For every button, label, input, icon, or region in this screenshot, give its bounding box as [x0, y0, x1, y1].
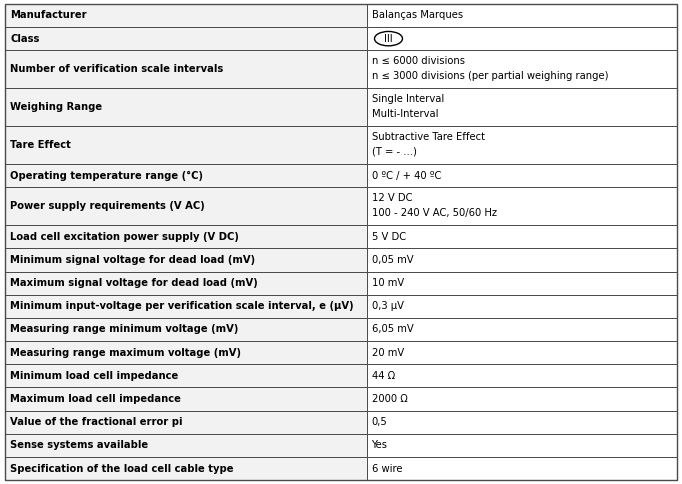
Bar [5, 457, 366, 480]
Text: 0,5: 0,5 [372, 417, 387, 427]
Text: 0 ºC / + 40 ºC: 0 ºC / + 40 ºC [372, 171, 441, 181]
Bar [366, 272, 677, 295]
Text: Minimum load cell impedance: Minimum load cell impedance [10, 371, 179, 381]
Text: 0,05 mV: 0,05 mV [372, 255, 413, 265]
Bar [5, 187, 366, 225]
Bar [5, 50, 366, 88]
Bar [366, 27, 677, 50]
Bar [5, 126, 366, 164]
Text: Operating temperature range (°C): Operating temperature range (°C) [10, 170, 203, 181]
Bar [366, 88, 677, 126]
Text: Number of verification scale intervals: Number of verification scale intervals [10, 64, 224, 74]
Bar [366, 126, 677, 164]
Text: 10 mV: 10 mV [372, 278, 404, 288]
Text: Value of the fractional error pi: Value of the fractional error pi [10, 417, 183, 427]
Text: III: III [384, 34, 393, 44]
Text: Maximum signal voltage for dead load (mV): Maximum signal voltage for dead load (mV… [10, 278, 258, 288]
Bar [5, 295, 366, 318]
Bar [366, 318, 677, 341]
Text: n ≤ 3000 divisions (per partial weighing range): n ≤ 3000 divisions (per partial weighing… [372, 71, 608, 81]
Text: Measuring range minimum voltage (mV): Measuring range minimum voltage (mV) [10, 324, 239, 334]
Bar [5, 164, 366, 187]
Bar [5, 410, 366, 434]
Bar [5, 88, 366, 126]
Bar [5, 364, 366, 387]
Text: (T = - ...): (T = - ...) [372, 147, 417, 157]
Text: 6 wire: 6 wire [372, 464, 402, 473]
Text: 44 Ω: 44 Ω [372, 371, 395, 381]
Bar [366, 457, 677, 480]
Text: Minimum input-voltage per verification scale interval, e (μV): Minimum input-voltage per verification s… [10, 301, 354, 311]
Bar [366, 295, 677, 318]
Bar [366, 225, 677, 248]
Text: Multi-Interval: Multi-Interval [372, 109, 438, 119]
Text: Balanças Marques: Balanças Marques [372, 11, 462, 20]
Text: 100 - 240 V AC, 50/60 Hz: 100 - 240 V AC, 50/60 Hz [372, 208, 496, 218]
Text: Manufacturer: Manufacturer [10, 11, 87, 20]
Text: Tare Effect: Tare Effect [10, 140, 72, 150]
Text: 6,05 mV: 6,05 mV [372, 324, 413, 334]
Bar [366, 164, 677, 187]
Bar [5, 341, 366, 364]
Bar [5, 387, 366, 410]
Text: Subtractive Tare Effect: Subtractive Tare Effect [372, 132, 484, 142]
Text: Minimum signal voltage for dead load (mV): Minimum signal voltage for dead load (mV… [10, 255, 256, 265]
Text: 12 V DC: 12 V DC [372, 193, 412, 203]
Text: 5 V DC: 5 V DC [372, 232, 406, 242]
Bar [366, 410, 677, 434]
Bar [5, 27, 366, 50]
Bar [5, 4, 366, 27]
Bar [5, 248, 366, 272]
Text: Maximum load cell impedance: Maximum load cell impedance [10, 394, 181, 404]
Text: 0,3 μV: 0,3 μV [372, 301, 404, 311]
Text: Weighing Range: Weighing Range [10, 102, 102, 112]
Bar [5, 272, 366, 295]
Bar [366, 4, 677, 27]
Bar [366, 434, 677, 457]
Text: n ≤ 6000 divisions: n ≤ 6000 divisions [372, 56, 464, 66]
Text: Yes: Yes [372, 440, 387, 450]
Text: Class: Class [10, 34, 40, 44]
Text: Load cell excitation power supply (V DC): Load cell excitation power supply (V DC) [10, 232, 239, 242]
Bar [366, 364, 677, 387]
Bar [366, 387, 677, 410]
Text: Power supply requirements (V AC): Power supply requirements (V AC) [10, 201, 205, 211]
Text: Single Interval: Single Interval [372, 94, 444, 104]
Bar [5, 434, 366, 457]
Text: 2000 Ω: 2000 Ω [372, 394, 407, 404]
Bar [366, 248, 677, 272]
Bar [366, 187, 677, 225]
Bar [5, 318, 366, 341]
Text: 20 mV: 20 mV [372, 348, 404, 358]
Text: Specification of the load cell cable type: Specification of the load cell cable typ… [10, 464, 234, 473]
Bar [366, 341, 677, 364]
Text: Sense systems available: Sense systems available [10, 440, 149, 450]
Bar [5, 225, 366, 248]
Text: Measuring range maximum voltage (mV): Measuring range maximum voltage (mV) [10, 348, 241, 358]
Bar [366, 50, 677, 88]
